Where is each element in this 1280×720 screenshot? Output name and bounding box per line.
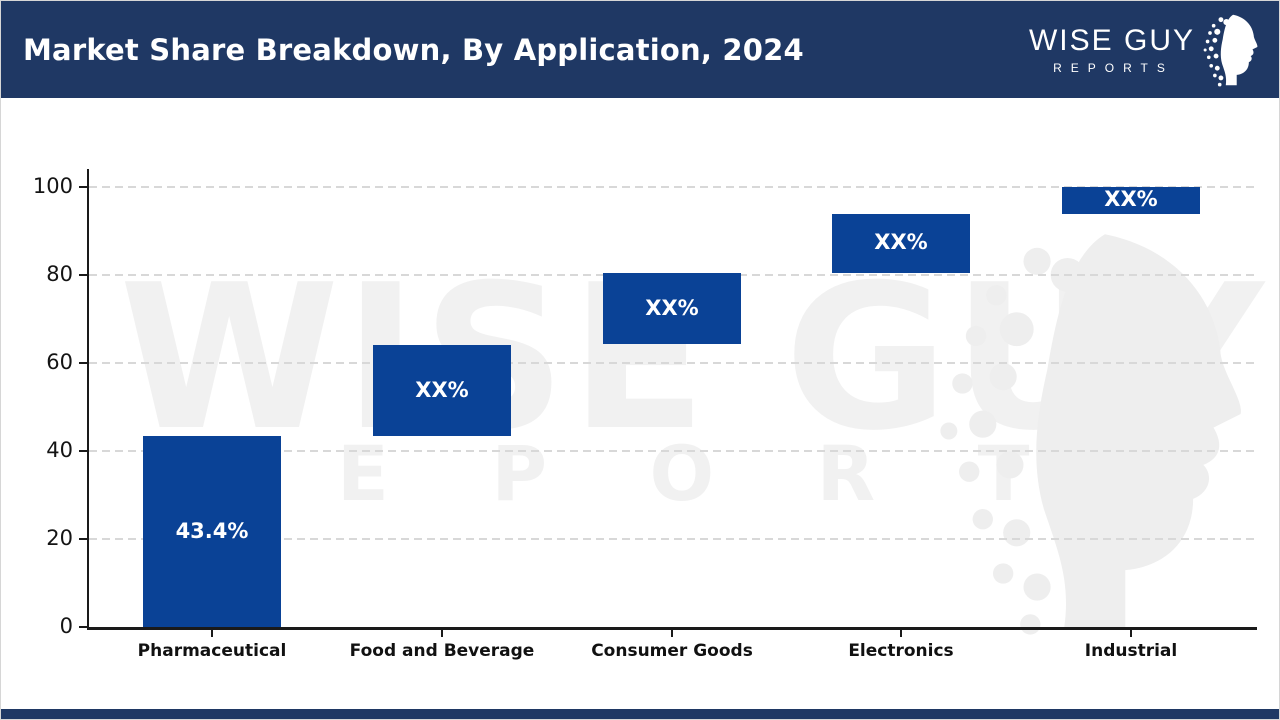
bar-industrial <box>1062 187 1200 214</box>
brand-text: WISE GUY REPORTS <box>1028 23 1195 75</box>
brand-subtitle: REPORTS <box>1053 60 1174 75</box>
y-tick-mark <box>79 274 88 276</box>
x-category-label: Food and Beverage <box>349 641 535 661</box>
chart-title: Market Share Breakdown, By Application, … <box>23 32 804 67</box>
x-category-label: Industrial <box>1084 641 1178 661</box>
y-tick-label: 60 <box>46 350 73 374</box>
y-tick-mark <box>79 538 88 540</box>
x-category-label: Consumer Goods <box>591 641 753 661</box>
brand-logo: WISE GUY REPORTS <box>1029 12 1261 88</box>
y-tick-mark <box>79 626 88 628</box>
bar-value-label: 43.4% <box>175 518 249 543</box>
x-tick-mark <box>671 630 673 637</box>
x-tick-mark <box>900 630 902 637</box>
bar-value-label: XX% <box>645 295 699 320</box>
bar-electronics <box>832 213 970 273</box>
y-tick-label: 80 <box>46 262 73 286</box>
x-axis-line <box>87 627 1257 630</box>
y-tick-mark <box>79 450 88 452</box>
brand-head-icon <box>1203 14 1258 86</box>
grid-line <box>89 538 1256 540</box>
y-tick-label: 20 <box>46 526 73 550</box>
y-tick-label: 100 <box>32 174 73 198</box>
x-tick-mark <box>441 630 443 637</box>
footer-bar <box>1 709 1279 719</box>
x-category-label: Electronics <box>848 641 954 661</box>
brand-name: WISE GUY <box>1028 23 1195 57</box>
y-axis-line <box>87 169 89 629</box>
bar-value-label: XX% <box>415 377 469 402</box>
y-tick-label: 0 <box>59 614 73 638</box>
header-bar: Market Share Breakdown, By Application, … <box>1 1 1279 98</box>
y-tick-mark <box>79 362 88 364</box>
grid-line <box>89 450 1256 452</box>
bar-pharmaceutical <box>143 436 281 627</box>
x-tick-mark <box>1130 630 1132 637</box>
grid-line <box>89 362 1256 364</box>
bar-value-label: XX% <box>1104 187 1158 212</box>
grid-line <box>89 186 1256 188</box>
x-category-label: Pharmaceutical <box>137 641 287 661</box>
y-tick-mark <box>79 186 88 188</box>
y-tick-label: 40 <box>46 438 73 462</box>
x-tick-mark <box>211 630 213 637</box>
bar-value-label: XX% <box>874 230 928 255</box>
bar-food-and-beverage <box>373 344 511 437</box>
bar-consumer-goods <box>603 273 741 345</box>
